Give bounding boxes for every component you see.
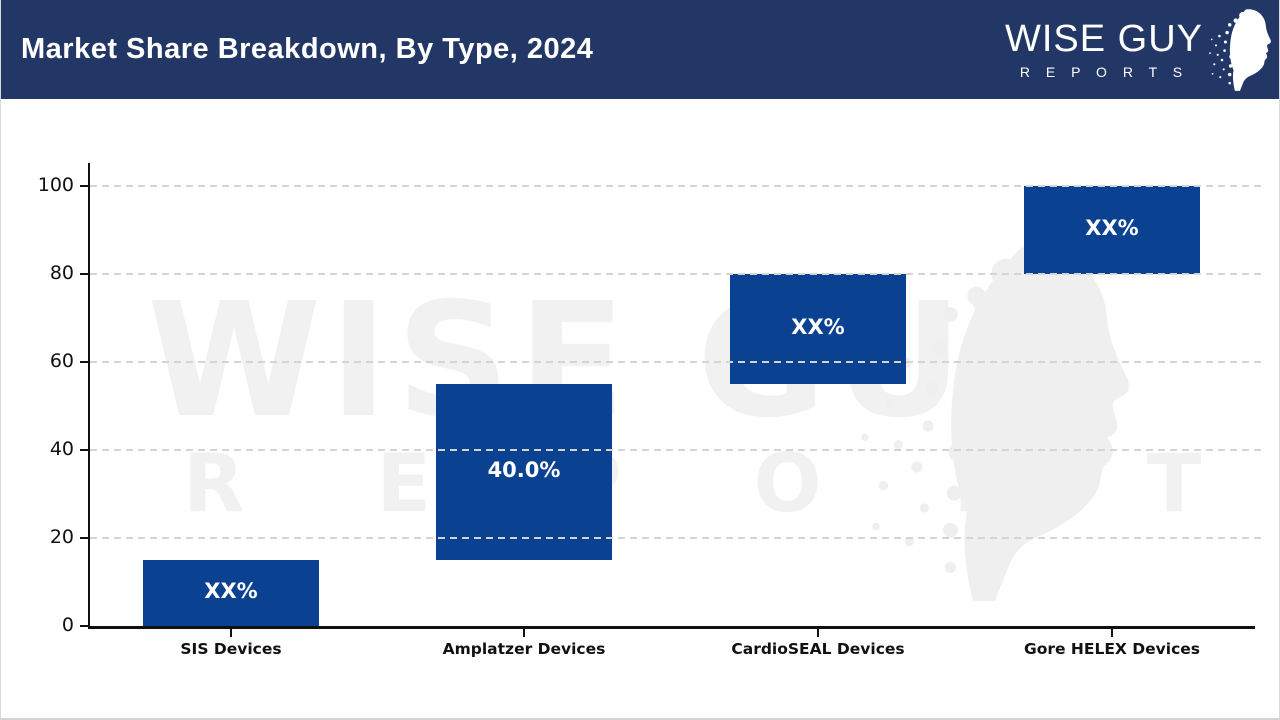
y-axis-tick-label: 80 <box>49 262 74 284</box>
wiseguy-head-icon <box>1209 9 1271 91</box>
gridline <box>90 537 1261 539</box>
y-axis-tick <box>80 273 88 275</box>
x-axis-tick <box>1111 629 1113 637</box>
gridline <box>90 273 1261 275</box>
wiseguy-logo: WISE GUY R E P O R T S <box>1005 4 1271 96</box>
bar-sis-devices <box>143 560 319 626</box>
y-axis-tick-label: 100 <box>37 174 74 196</box>
bar-value-label: XX% <box>791 315 845 339</box>
logo-main-text: WISE GUY <box>1004 18 1203 60</box>
bar-gore-helex-devices <box>1024 186 1200 274</box>
x-axis-tick <box>817 629 819 637</box>
bar-value-label: 40.0% <box>487 458 561 482</box>
x-axis-category-label: SIS Devices <box>180 640 282 658</box>
y-axis-tick-label: 20 <box>49 526 74 548</box>
x-axis-tick <box>523 629 525 637</box>
y-axis-tick <box>80 185 88 187</box>
header-bar: Market Share Breakdown, By Type, 2024 WI… <box>1 0 1279 99</box>
y-axis-tick <box>80 625 88 627</box>
x-axis-line <box>88 626 1255 629</box>
y-axis-tick-label: 40 <box>49 438 74 460</box>
logo-wordmark: WISE GUY R E P O R T S <box>1005 18 1203 80</box>
x-axis-tick <box>230 629 232 637</box>
x-axis-category-label: Gore HELEX Devices <box>1023 640 1201 658</box>
bar-cardioseal-devices <box>730 274 906 384</box>
bar-value-label: XX% <box>204 579 258 603</box>
x-axis-category-label: Amplatzer Devices <box>442 640 606 658</box>
logo-sub-text: R E P O R T S <box>1019 64 1189 80</box>
gridline <box>90 449 1261 451</box>
y-axis-tick-label: 60 <box>49 350 74 372</box>
gridline <box>90 361 1261 363</box>
y-axis-line <box>88 163 90 628</box>
page-title: Market Share Breakdown, By Type, 2024 <box>21 33 594 65</box>
y-axis-tick <box>80 361 88 363</box>
bar-amplatzer-devices <box>436 384 612 560</box>
gridline <box>90 185 1261 187</box>
y-axis-tick-label: 0 <box>61 614 74 636</box>
y-axis-tick <box>80 449 88 451</box>
bar-value-label: XX% <box>1085 216 1139 240</box>
y-axis-tick <box>80 537 88 539</box>
x-axis-category-label: CardioSEAL Devices <box>731 640 905 658</box>
